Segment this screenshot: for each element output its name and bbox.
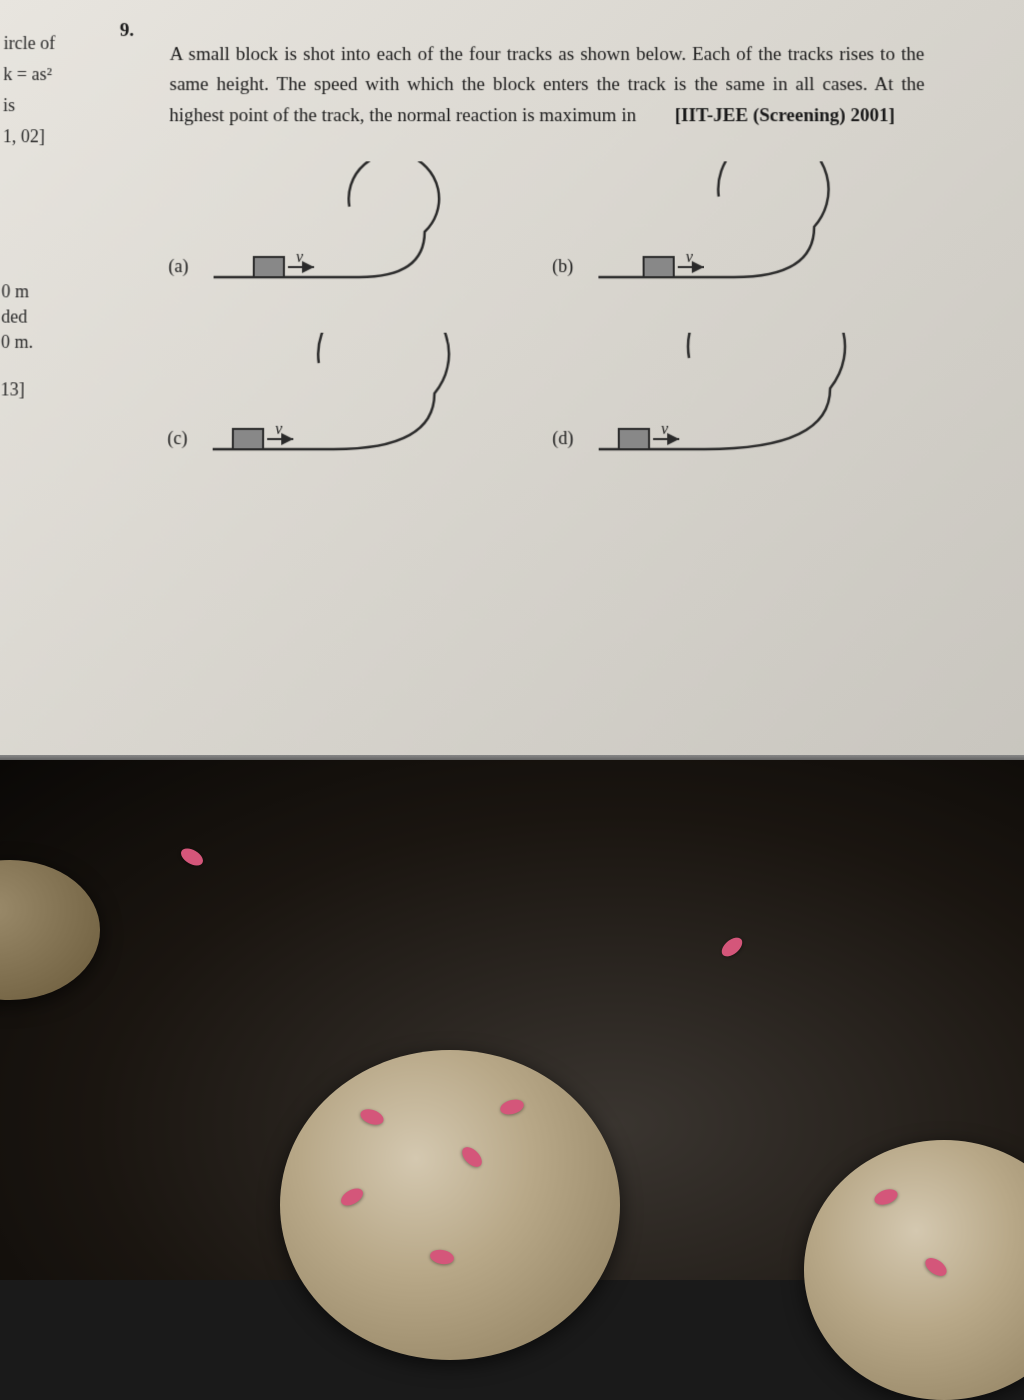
margin-text: ded bbox=[0, 306, 78, 327]
margin-text: k = as² bbox=[0, 61, 100, 88]
speckle bbox=[338, 1185, 366, 1209]
option-label-d: (d) bbox=[552, 428, 573, 449]
margin-text: 0 m. bbox=[0, 332, 77, 353]
block-icon bbox=[233, 429, 263, 449]
speckle bbox=[459, 1144, 486, 1171]
margin-text: 13] bbox=[0, 379, 77, 400]
margin-text: ircle of bbox=[0, 30, 100, 57]
velocity-label: v bbox=[661, 421, 669, 438]
background-object bbox=[280, 1050, 620, 1360]
option-label-b: (b) bbox=[552, 256, 573, 277]
speckle bbox=[872, 1186, 899, 1207]
margin-text: 1, 02] bbox=[0, 123, 99, 150]
velocity-label: v bbox=[686, 249, 694, 266]
background-object bbox=[804, 1140, 1024, 1400]
question-source: [IIT-JEE (Screening) 2001] bbox=[675, 101, 895, 131]
speckle bbox=[429, 1248, 455, 1266]
speckle bbox=[922, 1254, 950, 1279]
question-number: 9. bbox=[120, 20, 134, 42]
track-diagram-b: v bbox=[588, 162, 870, 293]
speckle bbox=[718, 934, 745, 960]
track-curve bbox=[598, 162, 829, 278]
speckle bbox=[499, 1097, 526, 1117]
track-diagram-d: v bbox=[588, 333, 870, 465]
option-d: (d) v bbox=[552, 333, 907, 465]
margin-text: 0 m bbox=[0, 281, 78, 302]
velocity-label: v bbox=[296, 249, 304, 266]
option-c: (c) v bbox=[167, 333, 522, 465]
textbook-page: ircle of k = as² is 1, 02] 0 m ded 0 m. … bbox=[0, 0, 1024, 770]
background-surface bbox=[0, 760, 1024, 1280]
margin-spacer bbox=[0, 357, 77, 375]
margin-text: is bbox=[0, 92, 99, 119]
lower-margin-fragments: 0 m ded 0 m. 13] bbox=[0, 281, 78, 404]
question-text: A small block is shot into each of the f… bbox=[169, 40, 965, 131]
background-object bbox=[0, 860, 100, 1000]
track-diagram-c: v bbox=[202, 333, 484, 465]
options-grid: (a) v (b) v bbox=[167, 162, 967, 465]
left-margin-fragments: ircle of k = as² is 1, 02] bbox=[0, 30, 100, 154]
option-b: (b) v bbox=[552, 162, 906, 293]
track-curve bbox=[214, 162, 440, 278]
block-icon bbox=[254, 257, 284, 277]
block-icon bbox=[619, 429, 649, 449]
track-diagram-a: v bbox=[203, 162, 484, 293]
speckle bbox=[358, 1106, 385, 1127]
velocity-label: v bbox=[275, 421, 283, 438]
block-icon bbox=[644, 257, 674, 277]
speckle bbox=[178, 845, 206, 869]
option-a: (a) v bbox=[168, 162, 522, 293]
option-label-c: (c) bbox=[167, 428, 187, 449]
option-label-a: (a) bbox=[168, 256, 188, 277]
